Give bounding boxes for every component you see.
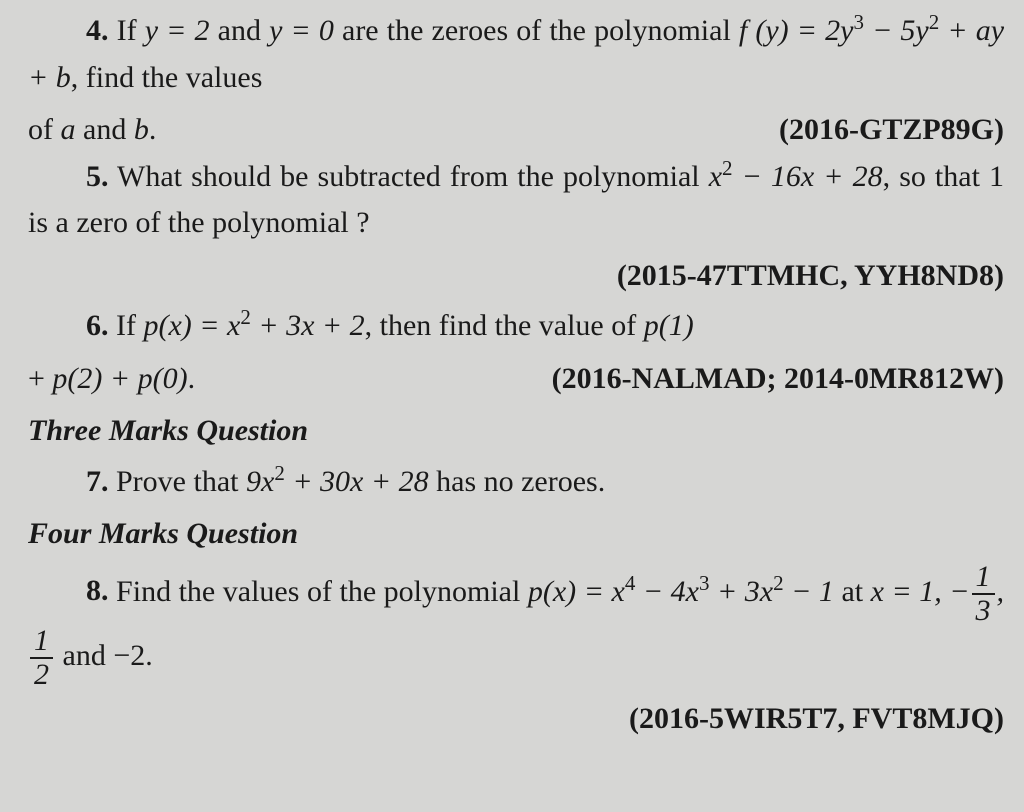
q4-eq2: y = 0: [269, 14, 334, 47]
q4-text-g: and: [76, 113, 134, 146]
q4-lastline: of a and b. (2016-GTZP89G): [28, 107, 1004, 154]
q8-text-a: Find the values of the polynomial: [116, 574, 528, 607]
q6-eq2: p(1): [644, 309, 694, 342]
q8-frac2-d: 2: [30, 659, 53, 690]
q8-eq2-e3: 2: [773, 570, 784, 594]
q6-eq1-exp: 2: [240, 305, 251, 329]
q8-text-c: and −2.: [55, 638, 153, 671]
q4-text-b: and: [210, 14, 270, 47]
question-7: 7. Prove that 9x2 + 30x + 28 has no zero…: [28, 459, 1004, 506]
q6-eq1-tail: + 3x + 2: [251, 309, 365, 342]
q8-eq2-b: − 4x: [635, 574, 699, 607]
q7-eq1-exp: 2: [274, 461, 285, 485]
q8-text-b: at: [834, 574, 871, 607]
q8-number: 8.: [86, 574, 109, 607]
exam-page: 4. If y = 2 and y = 0 are the zeroes of …: [0, 0, 1024, 812]
q4-eq3-e1: 3: [853, 10, 864, 34]
question-5: 5. What should be subtracted from the po…: [28, 154, 1004, 247]
q8-frac1: 13: [972, 562, 995, 626]
question-6: 6. If p(x) = x2 + 3x + 2, then find the …: [28, 303, 1004, 350]
q4-number: 4.: [86, 14, 109, 47]
q6-text-a: If: [116, 309, 143, 342]
q8-eq2-e1: 4: [625, 570, 636, 594]
q8-eq3-a: x = 1, −: [871, 574, 970, 607]
q7-eq1-b: + 30x + 28: [285, 465, 429, 498]
section-three-marks: Three Marks Question: [28, 408, 1004, 455]
q5-eq1-a: x: [709, 160, 722, 193]
q4-text-a: If: [117, 14, 145, 47]
q5-number: 5.: [86, 160, 109, 193]
q7-eq1-a: 9x: [246, 465, 274, 498]
q5-eq1-b: − 16x + 28: [733, 160, 883, 193]
q4-eq3-mid: − 5y: [864, 14, 929, 47]
q6-text-d: .: [188, 362, 196, 395]
q7-text-a: Prove that: [116, 465, 246, 498]
question-4: 4. If y = 2 and y = 0 are the zeroes of …: [28, 8, 1004, 101]
q4-text-h: .: [149, 113, 157, 146]
q8-eq2-a: x: [611, 574, 624, 607]
q8-frac2: 12: [30, 626, 53, 690]
q6-text-c: +: [28, 362, 52, 395]
q8-eq2-d: − 1: [784, 574, 834, 607]
q8-eq3-b: ,: [997, 574, 1005, 607]
q5-eq1-exp: 2: [722, 156, 733, 180]
q6-text-b: , then find the value of: [365, 309, 644, 342]
q8-frac1-n: 1: [972, 562, 995, 595]
q4-eq5: b: [134, 113, 149, 146]
q8-citation: (2016-5WIR5T7, FVT8MJQ): [28, 696, 1004, 743]
q4-eq3-e2: 2: [929, 10, 940, 34]
q7-text-b: has no zeroes.: [429, 465, 606, 498]
q4-text-e: , find the values: [71, 61, 263, 94]
q6-number: 6.: [86, 309, 109, 342]
section-four-marks: Four Marks Question: [28, 511, 1004, 558]
q5-citation: (2015-47TTMHC, YYH8ND8): [28, 253, 1004, 300]
q6-lastline: + p(2) + p(0). (2016-NALMAD; 2014-0MR812…: [28, 356, 1004, 403]
q6-eq3: p(2) + p(0): [52, 362, 187, 395]
q4-text-d: polynomial: [594, 14, 739, 47]
q7-number: 7.: [86, 465, 109, 498]
q8-eq2-e2: 3: [699, 570, 710, 594]
question-8: 8. Find the values of the polynomial p(x…: [28, 562, 1004, 690]
q5-text-a: What should be subtracted from the polyn…: [117, 160, 700, 193]
q4-text-f: of: [28, 113, 61, 146]
q4-eq1: y = 2: [145, 14, 210, 47]
q8-frac1-d: 3: [972, 595, 995, 626]
q8-frac2-n: 1: [30, 626, 53, 659]
q4-citation: (2016-GTZP89G): [779, 107, 1004, 154]
q8-eq1: p(x) =: [528, 574, 604, 607]
q4-text-c: are the zeroes of the: [334, 14, 586, 47]
q6-eq1-lhs: p(x) = x: [143, 309, 240, 342]
q4-eq3-lhs: f (y) = 2y: [739, 14, 854, 47]
q8-eq2-c: + 3x: [709, 574, 773, 607]
q6-citation: (2016-NALMAD; 2014-0MR812W): [552, 356, 1004, 403]
q4-eq4: a: [61, 113, 76, 146]
